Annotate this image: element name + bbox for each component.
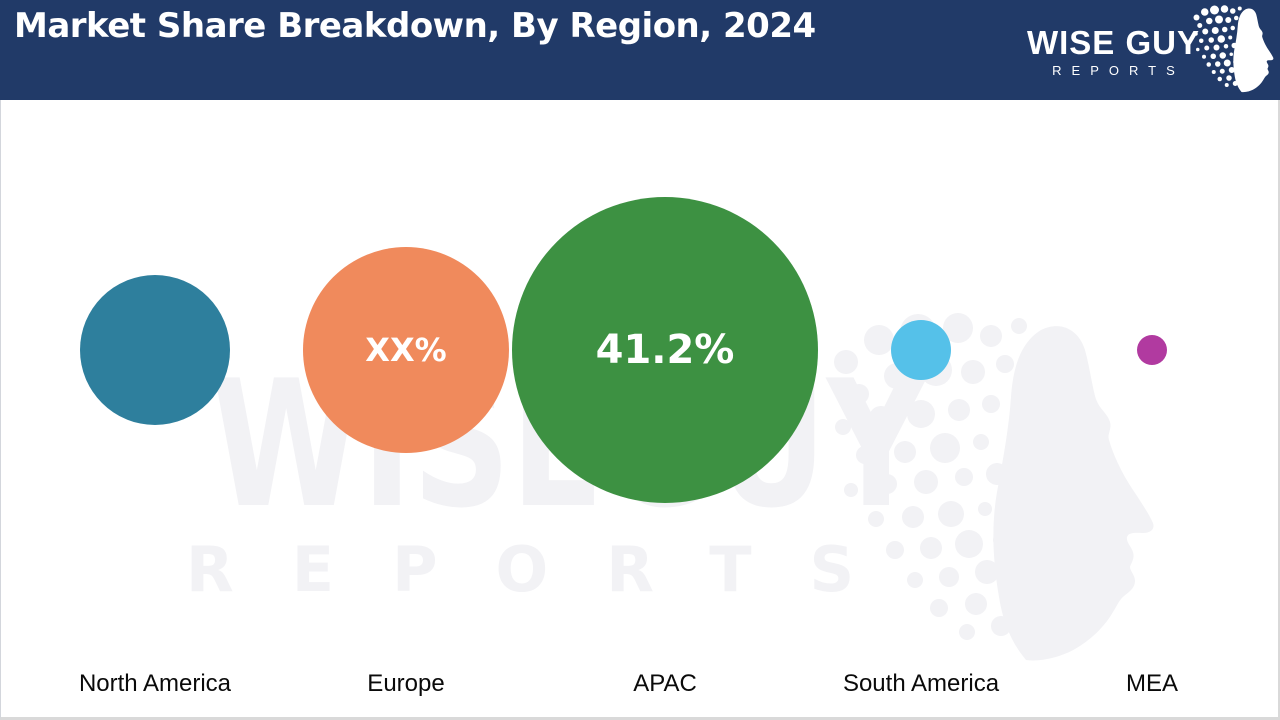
wiseguy-logo: WISE GUY REPORTS — [1027, 5, 1278, 95]
bubble-value-label: XX% — [365, 331, 447, 369]
category-label-europe: Europe — [367, 670, 445, 697]
bubble-apac: 41.2% — [512, 197, 818, 503]
wiseguy-head-icon — [1193, 5, 1274, 93]
category-label-north-america: North America — [78, 670, 232, 697]
watermark-head-icon — [834, 313, 1154, 661]
bubble-mea — [1137, 335, 1167, 365]
bubble-north-america — [80, 275, 230, 425]
logo-wordmark: WISE GUY — [1026, 24, 1200, 61]
header-bar: Market Share Breakdown, By Region, 2024 … — [0, 0, 1280, 100]
logo-subtext: REPORTS — [1052, 63, 1185, 78]
logo-text: WISE GUY REPORTS — [1027, 26, 1200, 77]
category-label-apac: APAC — [633, 670, 697, 697]
bubble-europe: XX% — [303, 247, 509, 453]
watermark-reports-text: REPORTS — [186, 533, 913, 606]
category-label-mea: MEA — [1125, 670, 1179, 697]
page-title: Market Share Breakdown, By Region, 2024 — [14, 6, 816, 46]
bubble-south-america — [891, 320, 951, 380]
category-label-south-america: South America — [842, 670, 1000, 697]
bubble-value-label: 41.2% — [595, 327, 735, 373]
